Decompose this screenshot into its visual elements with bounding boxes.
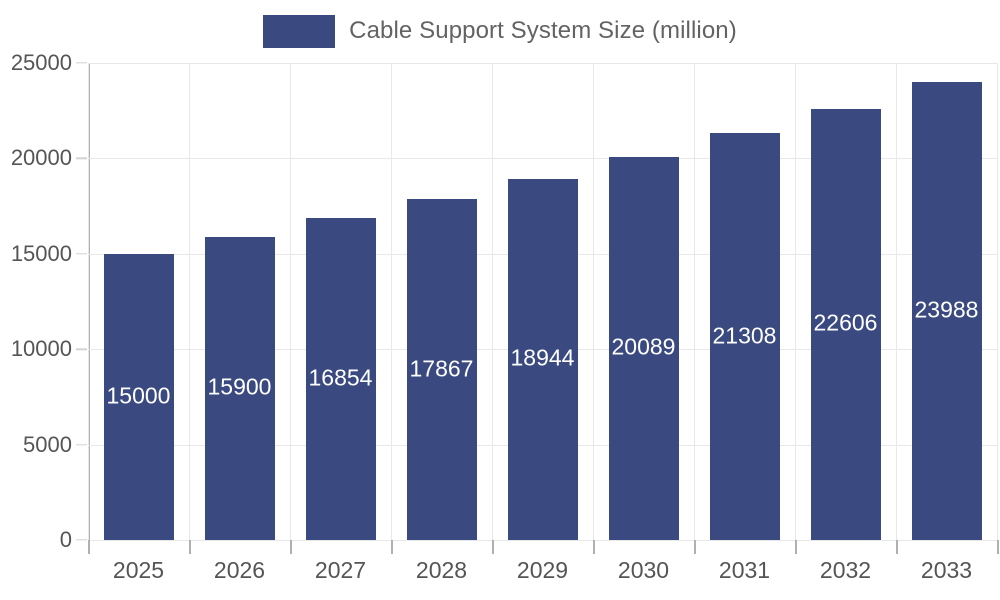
- bar-2026[interactable]: [204, 236, 275, 540]
- bar-2032[interactable]: [810, 108, 881, 540]
- gridline-horizontal: [88, 540, 997, 541]
- y-axis-tick-mark: [76, 157, 87, 160]
- y-axis-tick-label: 10000: [10, 336, 72, 362]
- bar-2029[interactable]: [507, 178, 578, 540]
- gridline-vertical: [593, 63, 594, 540]
- x-axis-tick-mark: [997, 540, 999, 554]
- y-axis-tick-mark: [76, 348, 87, 350]
- x-axis-tick-label-2031: 2031: [718, 557, 771, 583]
- y-axis-tick-mark: [76, 443, 87, 446]
- y-axis-tick-label: 0: [59, 527, 72, 552]
- chart-legend: Cable Support System Size (million): [0, 8, 1000, 54]
- gridline-horizontal: [88, 158, 997, 160]
- bar-2028[interactable]: [406, 199, 477, 540]
- y-axis-tick-mark: [76, 253, 87, 255]
- x-axis-tick-mark: [593, 540, 595, 554]
- legend-label-cable-support-system-size: Cable Support System Size (million): [349, 17, 737, 44]
- x-axis-tick-label-2025: 2025: [112, 557, 165, 583]
- x-axis-tick-label-2029: 2029: [516, 557, 569, 583]
- gridline-vertical: [997, 63, 998, 540]
- y-axis-tick-label: 15000: [10, 240, 72, 266]
- x-axis-tick-label-2033: 2033: [920, 557, 973, 583]
- x-axis-tick-label-2026: 2026: [213, 557, 266, 583]
- y-axis-tick-label: 20000: [10, 145, 72, 171]
- gridline-vertical: [391, 63, 392, 540]
- x-axis-tick-mark: [896, 540, 898, 554]
- gridline-vertical: [189, 63, 190, 540]
- bar-2030[interactable]: [608, 156, 679, 540]
- legend-swatch-cable-support-system-size: [263, 14, 336, 48]
- gridline-horizontal: [88, 63, 997, 64]
- y-axis-tick-label: 25000: [10, 50, 72, 75]
- x-axis-tick-label-2032: 2032: [819, 557, 872, 583]
- y-axis-tick-mark: [76, 539, 87, 541]
- x-axis-tick-mark: [795, 540, 797, 554]
- gridline-vertical: [88, 63, 89, 540]
- gridline-vertical: [492, 63, 493, 540]
- x-axis-tick-mark: [290, 540, 292, 554]
- bar-2033[interactable]: [911, 82, 982, 540]
- y-axis-tick-label: 5000: [23, 431, 72, 457]
- x-axis-tick-mark: [492, 540, 494, 554]
- x-axis-tick-mark: [694, 540, 696, 554]
- x-axis-tick-label-2027: 2027: [314, 557, 367, 583]
- plot-area: 15000 15900 16854 17867 18944 20089 21308 22606…: [88, 63, 998, 541]
- bar-2031[interactable]: [709, 133, 780, 540]
- gridline-vertical: [290, 63, 291, 540]
- x-axis-tick-mark: [88, 540, 90, 554]
- x-axis-tick-mark: [391, 540, 393, 554]
- gridline-vertical: [795, 63, 796, 540]
- x-axis-tick-label-2030: 2030: [617, 557, 670, 583]
- gridline-vertical: [896, 63, 897, 540]
- y-axis-tick-mark: [76, 62, 87, 64]
- x-axis-tick-label-2028: 2028: [415, 557, 468, 583]
- gridline-vertical: [694, 63, 695, 540]
- bar-2027[interactable]: [305, 218, 376, 540]
- x-axis-tick-mark: [189, 540, 191, 554]
- bar-2025[interactable]: [103, 253, 174, 540]
